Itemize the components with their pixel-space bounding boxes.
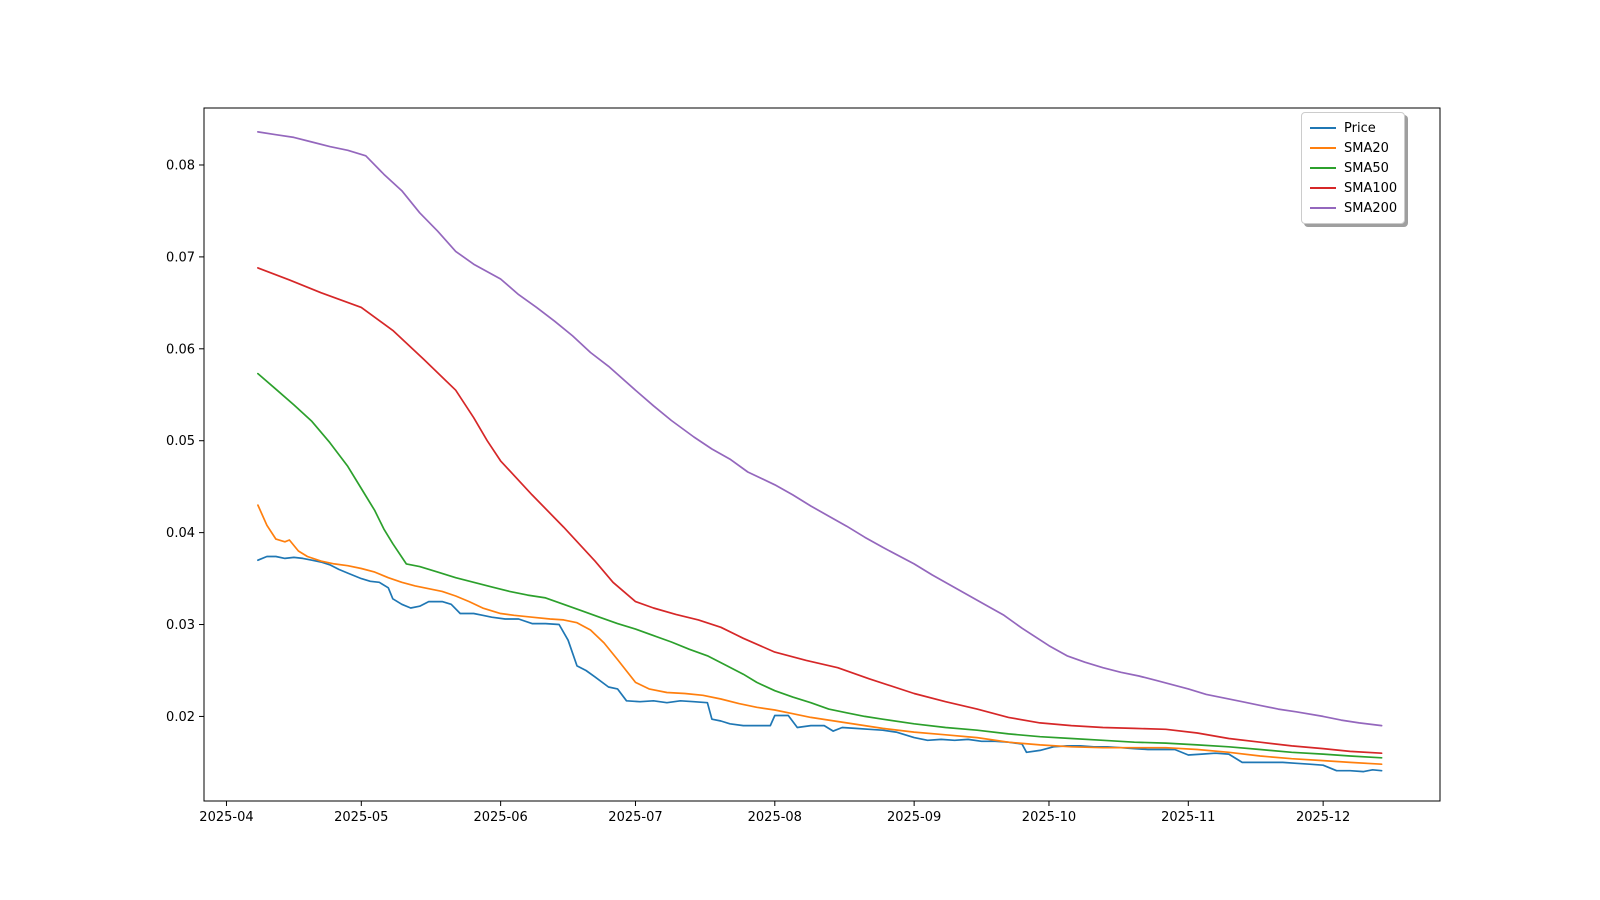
- legend-label-sma200: SMA200: [1344, 200, 1398, 216]
- legend-line-sma50: [1310, 167, 1336, 169]
- x-tick-label: 2025-07: [608, 810, 662, 825]
- x-tick-label: 2025-04: [199, 810, 253, 825]
- series-line-sma100: [257, 267, 1383, 755]
- legend-line-sma20: [1310, 147, 1336, 149]
- legend: Price SMA20 SMA50 SMA100 SMA200: [1301, 112, 1405, 224]
- y-tick-label: 0.05: [166, 434, 195, 449]
- legend-item: SMA50: [1310, 158, 1396, 178]
- plot-frame: [203, 107, 1441, 802]
- legend-item: Price: [1310, 118, 1396, 138]
- y-tick-label: 0.04: [166, 526, 195, 541]
- legend-label-sma50: SMA50: [1344, 160, 1389, 176]
- series-line-price: [257, 555, 1383, 773]
- legend-item: SMA200: [1310, 198, 1398, 218]
- y-tick-label: 0.06: [166, 342, 195, 357]
- x-tick-label: 2025-06: [473, 810, 527, 825]
- y-tick-label: 0.08: [166, 158, 195, 173]
- legend-label-sma20: SMA20: [1344, 140, 1389, 156]
- series-line-sma200: [257, 131, 1383, 727]
- legend-line-price: [1310, 127, 1336, 129]
- legend-label-price: Price: [1344, 120, 1376, 136]
- legend-item: SMA100: [1310, 178, 1398, 198]
- y-tick-label: 0.07: [166, 250, 195, 265]
- x-tick-label: 2025-11: [1161, 810, 1215, 825]
- x-tick-label: 2025-12: [1296, 810, 1350, 825]
- x-tick-label: 2025-09: [887, 810, 941, 825]
- legend-line-sma200: [1310, 207, 1336, 209]
- legend-label-sma100: SMA100: [1344, 180, 1398, 196]
- y-tick-label: 0.03: [166, 618, 195, 633]
- legend-item: SMA20: [1310, 138, 1396, 158]
- y-tick-label: 0.02: [166, 710, 195, 725]
- series-line-sma20: [257, 504, 1383, 766]
- legend-line-sma100: [1310, 187, 1336, 189]
- series-line-sma50: [257, 372, 1383, 759]
- x-tick-label: 2025-08: [748, 810, 802, 825]
- x-tick-label: 2025-05: [334, 810, 388, 825]
- x-tick-label: 2025-10: [1022, 810, 1076, 825]
